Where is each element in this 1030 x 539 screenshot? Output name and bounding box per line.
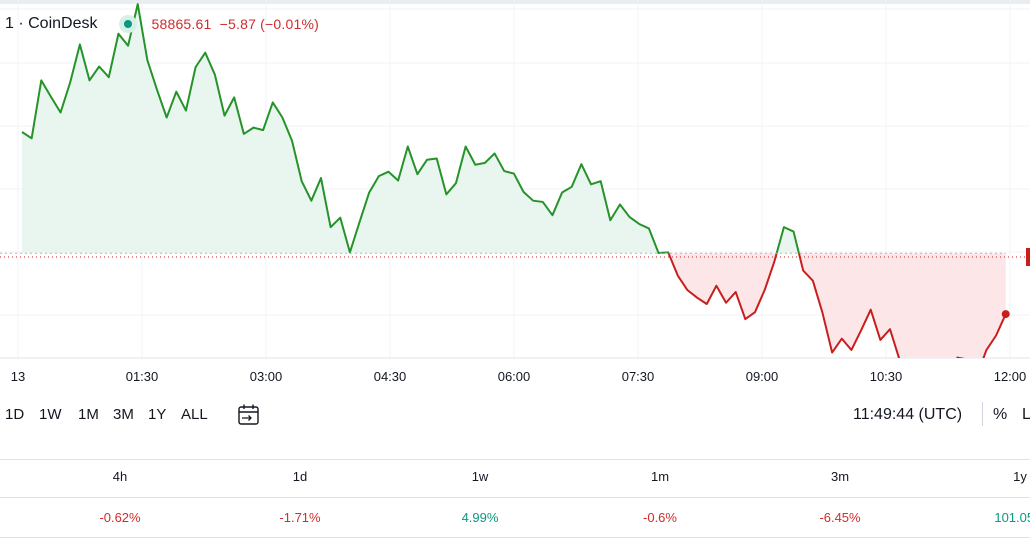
range-1m-button[interactable]: 1M [78,406,99,423]
perf-header-1y: 1y [1013,469,1027,484]
x-tick-label: 03:00 [250,369,283,384]
x-tick-label: 04:30 [374,369,407,384]
area-above-baseline [22,4,799,254]
area-below-baseline [22,253,1006,358]
legend-change: −5.87 (−0.01%) [219,16,319,32]
table-bottom-border [0,537,1030,538]
top-border [0,0,1030,4]
last-price-axis-tag [1026,248,1030,266]
perf-header-1w: 1w [471,469,489,484]
perf-value-1w: 4.99% [461,510,499,525]
perf-header-1d: 1d [292,469,308,484]
perf-value-4h: -0.62% [99,510,141,525]
x-tick-label: 13 [11,369,25,384]
perf-value-3m: -6.45% [819,510,861,525]
perf-value-1m: -0.6% [643,510,677,525]
percent-scale-toggle[interactable]: % [993,406,1008,423]
x-tick-label: 10:30 [870,369,903,384]
price-line-above [21,3,800,254]
legend-price: 58865.61 −5.87 (−0.01%) [151,16,319,32]
chart-legend: 1 · CoinDesk 58865.61 −5.87 (−0.01%) [0,12,319,36]
range-1d-button[interactable]: 1D [5,406,25,423]
market-status-icon [119,15,138,33]
date-range-calendar-icon[interactable] [236,402,262,428]
table-row-divider [0,497,1030,498]
x-tick-label: 06:00 [498,369,531,384]
table-top-border [0,459,1030,460]
range-1w-button[interactable]: 1W [39,406,62,423]
perf-header-4h: 4h [112,469,128,484]
range-3m-button[interactable]: 3M [113,406,134,423]
x-tick-label: 12:00 [994,369,1027,384]
x-tick-label: 01:30 [126,369,159,384]
legend-last-value: 58865.61 [151,16,212,32]
perf-value-1d: -1.71% [279,510,321,525]
log-scale-toggle[interactable]: L [1022,406,1030,423]
symbol-label[interactable]: 1 · CoinDesk [5,15,98,32]
last-price-marker [1001,310,1010,319]
range-all-button[interactable]: ALL [181,406,208,423]
price-line-below [349,253,1007,358]
toolbar-divider [982,402,983,426]
x-tick-label: 09:00 [746,369,779,384]
perf-header-1m: 1m [650,469,670,484]
x-tick-label: 07:30 [622,369,655,384]
utc-clock[interactable]: 11:49:44 (UTC) [853,406,963,423]
performance-table: 4h 1d 1w 1m 3m 1y -0.62% -1.71% 4.99% -0… [0,459,1030,539]
range-1y-button[interactable]: 1Y [148,406,167,423]
range-toolbar: 1D 1W 1M 3M 1Y ALL [0,398,1030,432]
perf-value-1y: 101.05% [994,510,1030,525]
perf-header-3m: 3m [830,469,850,484]
price-chart[interactable]: 13 01:30 03:00 04:30 06:00 07:30 09:00 10:30 12:… [0,0,1030,398]
